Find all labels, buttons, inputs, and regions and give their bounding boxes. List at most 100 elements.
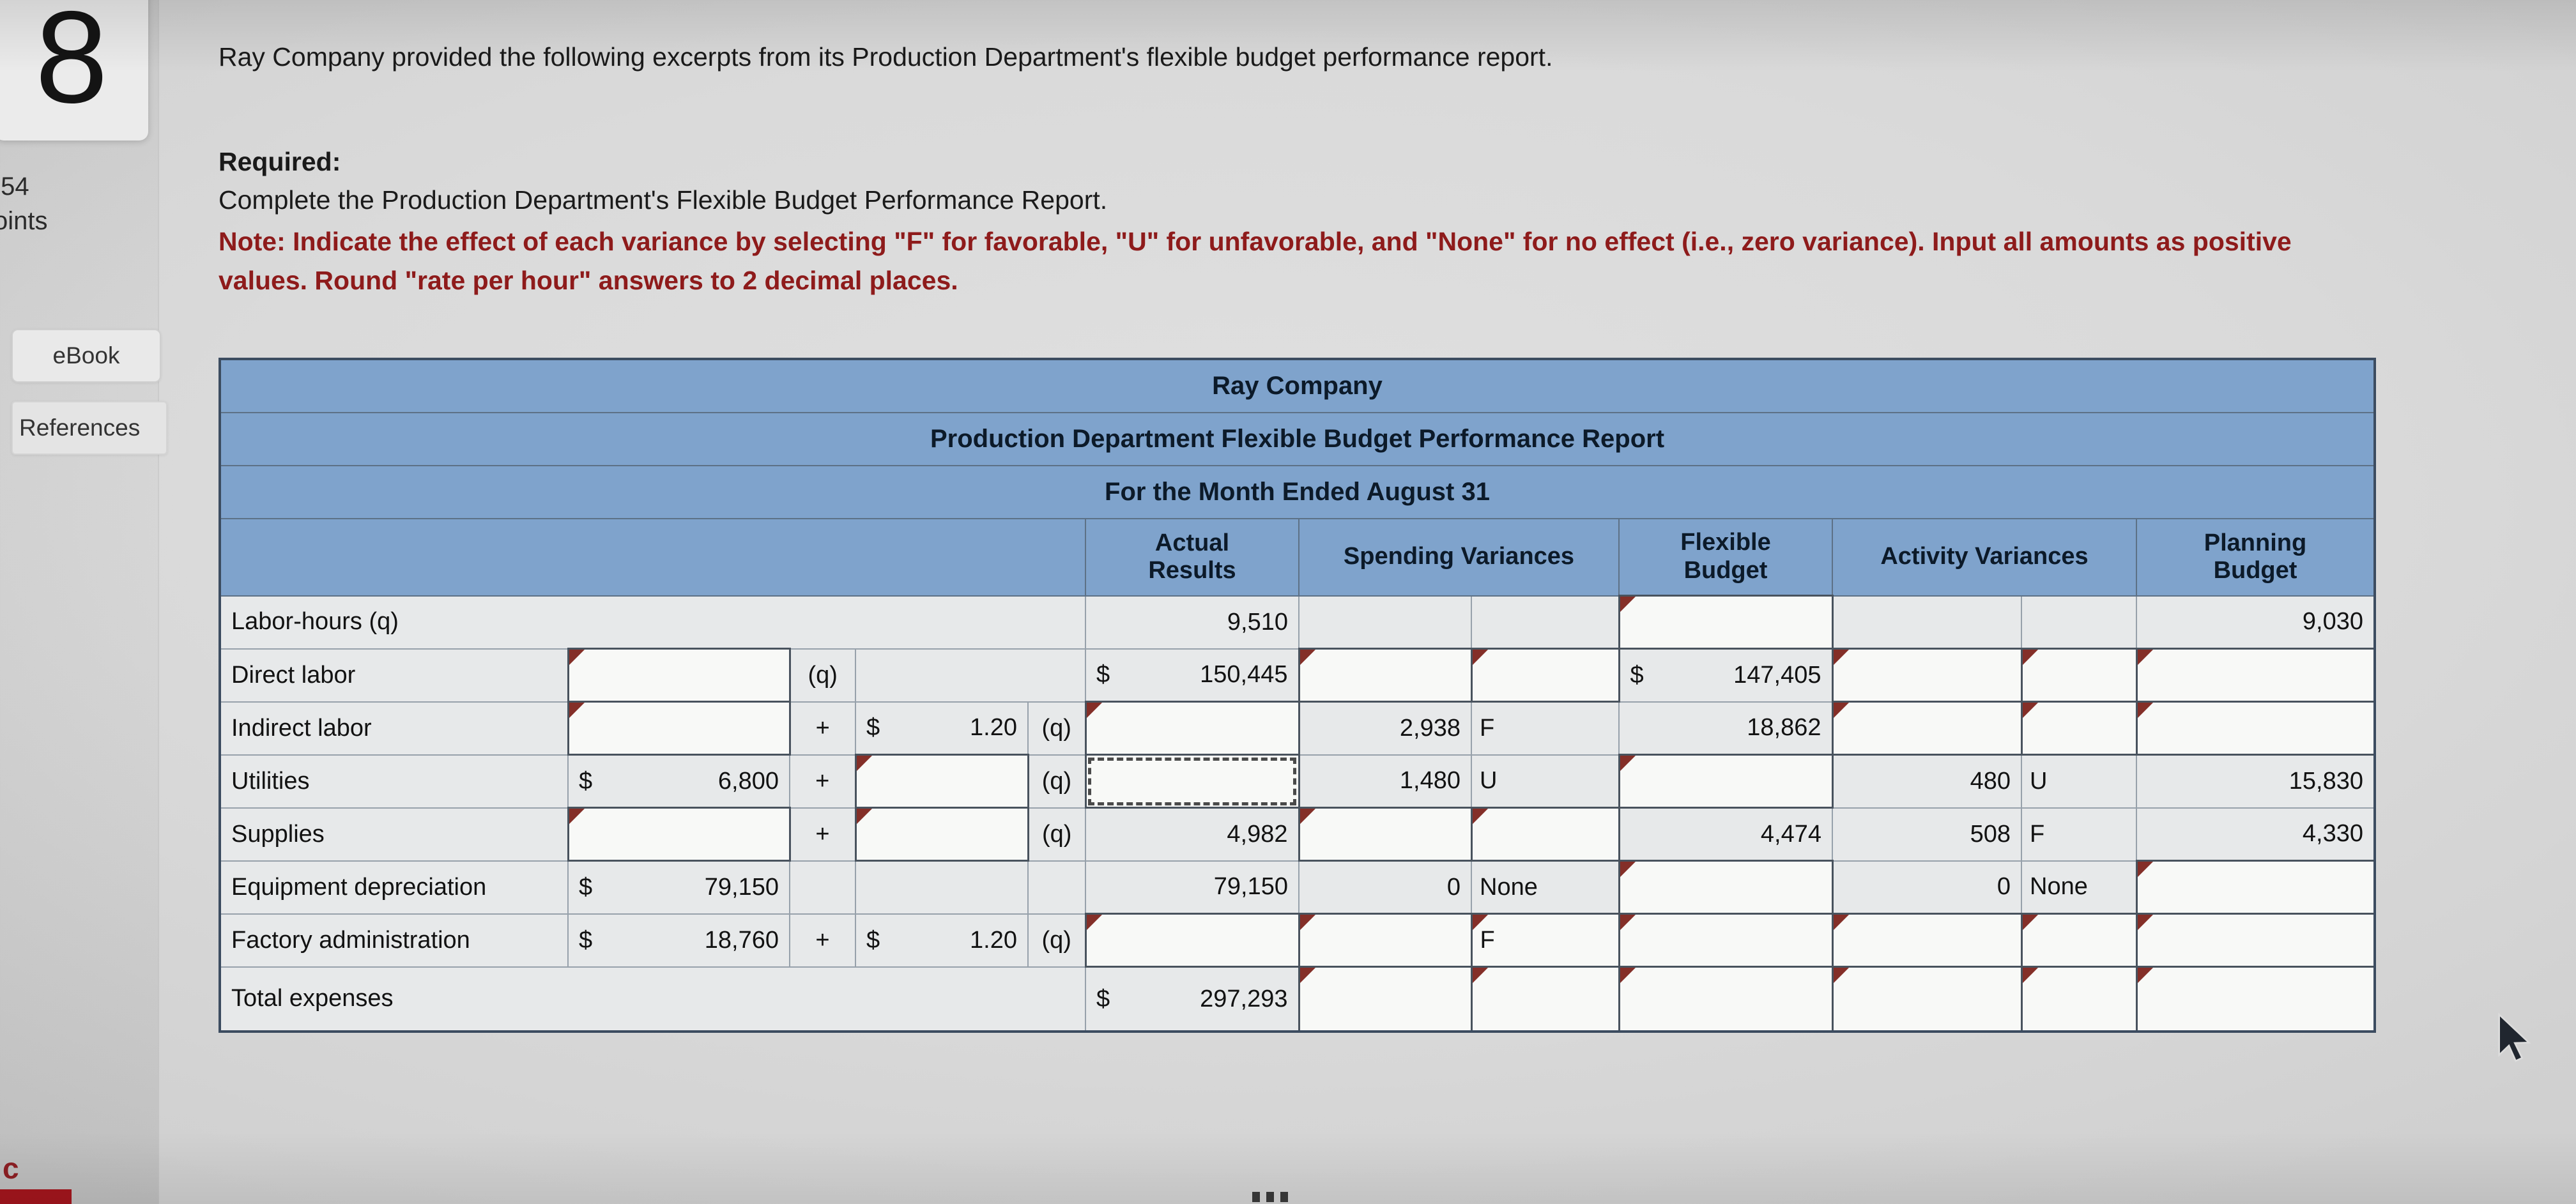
factory-administration-spending-effect-input[interactable]: F (1470, 913, 1620, 968)
input-marker-icon (2023, 915, 2038, 930)
direct-labor-rate-input[interactable] (567, 648, 791, 703)
utilities-label: Utilities (219, 754, 569, 809)
mcgraw-logo-partial-block (0, 1189, 72, 1204)
total-expenses-planning-input[interactable] (2135, 966, 2376, 1033)
plus-sign: + (789, 807, 856, 862)
input-marker-icon (857, 756, 872, 771)
table-row: Utilities $6,800 + (q) 1,480 U 480 U 15,… (219, 754, 2375, 809)
utilities-rate-input[interactable] (854, 754, 1029, 809)
total-expenses-actual-value: $297,293 (1085, 966, 1300, 1032)
col-header-flexible-budget: Flexible Budget (1618, 518, 1833, 597)
table-row: Direct labor (q) $150,445 $147,405 (219, 648, 2376, 703)
dollar-sign: $ (579, 873, 593, 901)
equipment-depreciation-activity-effect-value: None (2021, 860, 2137, 915)
input-marker-icon (2023, 650, 2038, 665)
indirect-labor-rate-amount: 1.20 (970, 714, 1017, 742)
total-expenses-spending-effect-input[interactable] (1470, 966, 1620, 1033)
direct-labor-spending-effect-input[interactable] (1470, 648, 1620, 703)
input-marker-icon (1621, 756, 1636, 771)
labor-hours-planning-value: 9,030 (2136, 595, 2375, 650)
input-marker-icon (1301, 915, 1315, 930)
flexible-budget-report-table: Ray Company Production Department Flexib… (218, 358, 2376, 1033)
dollar-sign: $ (1096, 985, 1110, 1012)
input-marker-icon (1087, 703, 1102, 718)
utilities-actual-input-selected[interactable] (1084, 754, 1300, 809)
factory-administration-spending-input[interactable] (1298, 913, 1473, 968)
factory-administration-actual-input[interactable] (1084, 913, 1300, 968)
factory-administration-spending-effect-value: F (1480, 926, 1495, 954)
col-header-planning-budget: Planning Budget (2136, 518, 2375, 597)
report-title: Production Department Flexible Budget Pe… (219, 412, 2375, 466)
indirect-labor-label: Indirect labor (219, 701, 569, 756)
indirect-labor-activity-effect-input[interactable] (2020, 701, 2138, 756)
utilities-flexible-input[interactable] (1618, 754, 1834, 809)
input-marker-icon (2138, 862, 2153, 877)
direct-labor-formula-blank-cell (855, 648, 1086, 703)
total-expenses-activity-input[interactable] (1831, 966, 2023, 1033)
plus-sign: + (789, 701, 856, 756)
input-marker-icon (2138, 915, 2153, 930)
indirect-labor-fixed-input[interactable] (567, 701, 791, 756)
indirect-labor-actual-input[interactable] (1084, 701, 1300, 756)
table-row: Total expenses $297,293 (219, 966, 2376, 1033)
indirect-labor-rate-value: $1.20 (855, 701, 1029, 756)
labor-hours-activity-effect-cell (2021, 595, 2137, 650)
utilities-planning-value: 15,830 (2136, 754, 2375, 809)
total-expenses-actual-amount: 297,293 (1200, 985, 1288, 1012)
supplies-spending-input[interactable] (1298, 807, 1473, 862)
equipment-depreciation-spending-effect-value: None (1471, 860, 1620, 915)
direct-labor-activity-effect-input[interactable] (2020, 648, 2138, 703)
direct-labor-activity-input[interactable] (1831, 648, 2023, 703)
factory-administration-activity-effect-input[interactable] (2020, 913, 2138, 968)
supplies-fixed-input[interactable] (567, 807, 791, 862)
ebook-button[interactable]: eBook (12, 329, 161, 383)
equipment-depreciation-fixed-value: $79,150 (567, 860, 790, 915)
supplies-planning-value: 4,330 (2136, 807, 2375, 862)
direct-labor-planning-input[interactable] (2135, 648, 2376, 703)
points-value-partial: .54 (0, 172, 29, 201)
input-marker-icon (1087, 915, 1102, 930)
labor-hours-flexible-input[interactable] (1618, 595, 1834, 650)
labor-hours-spending-cell (1298, 595, 1472, 650)
supplies-activity-effect-value: F (2021, 807, 2137, 862)
supplies-actual-value: 4,982 (1085, 807, 1300, 862)
direct-labor-spending-input[interactable] (1298, 648, 1473, 703)
references-button[interactable]: References (12, 401, 167, 455)
input-marker-icon (1621, 862, 1636, 877)
note-text: Note: Indicate the effect of each varian… (218, 227, 2292, 295)
table-row: Labor-hours (q) 9,510 9,030 (219, 595, 2375, 650)
input-marker-icon (1834, 703, 1849, 718)
indirect-labor-planning-input[interactable] (2135, 701, 2376, 756)
factory-administration-activity-input[interactable] (1831, 913, 2023, 968)
total-expenses-spending-input[interactable] (1298, 966, 1473, 1033)
factory-administration-rate-amount: 1.20 (970, 926, 1017, 954)
supplies-activity-value: 508 (1832, 807, 2022, 862)
supplies-spending-effect-input[interactable] (1470, 807, 1620, 862)
factory-administration-fixed-amount: 18,760 (704, 926, 779, 954)
table-row: Ray Company (219, 358, 2375, 413)
utilities-spending-value: 1,480 (1298, 754, 1472, 809)
question-number: 8 (34, 0, 108, 130)
input-marker-icon (1301, 650, 1315, 665)
equipment-depreciation-fixed-amount: 79,150 (704, 873, 779, 901)
utilities-activity-effect-value: U (2021, 754, 2137, 809)
factory-administration-flexible-input[interactable] (1618, 913, 1834, 968)
cutoff-marks (1252, 1192, 1288, 1202)
input-marker-icon (570, 650, 585, 665)
equipment-depreciation-flexible-input[interactable] (1618, 860, 1834, 915)
dollar-sign: $ (866, 926, 880, 954)
total-expenses-flexible-input[interactable] (1618, 966, 1834, 1033)
plus-sign: + (789, 754, 856, 809)
utilities-spending-effect-value: U (1471, 754, 1620, 809)
factory-administration-planning-input[interactable] (2135, 913, 2376, 968)
equipment-formula-blank-cell (789, 860, 856, 915)
indirect-labor-activity-input[interactable] (1831, 701, 2023, 756)
equipment-depreciation-planning-input[interactable] (2135, 860, 2376, 915)
input-marker-icon (1473, 915, 1488, 930)
dollar-sign: $ (579, 767, 593, 795)
utilities-fixed-value: $6,800 (567, 754, 790, 809)
supplies-rate-input[interactable] (854, 807, 1029, 862)
input-marker-icon (2138, 968, 2153, 983)
total-expenses-activity-effect-input[interactable] (2020, 966, 2138, 1033)
required-label: Required: (218, 147, 341, 176)
